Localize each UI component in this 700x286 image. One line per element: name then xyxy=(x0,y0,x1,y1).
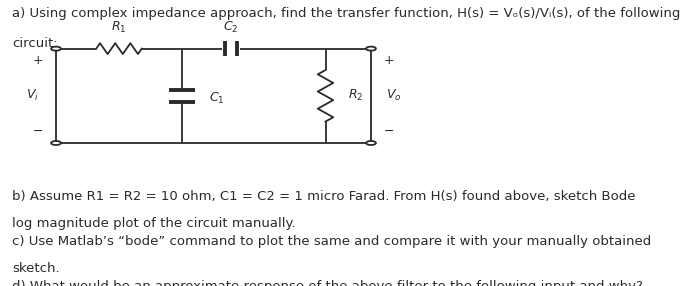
Text: $R_1$: $R_1$ xyxy=(111,20,127,35)
Text: $V_i$: $V_i$ xyxy=(26,88,38,103)
Text: a) Using complex impedance approach, find the transfer function, H(s) = Vₒ(s)/Vᵢ: a) Using complex impedance approach, fin… xyxy=(12,7,680,20)
Text: +: + xyxy=(384,53,394,67)
Text: c) Use Matlab’s “bode” command to plot the same and compare it with your manuall: c) Use Matlab’s “bode” command to plot t… xyxy=(12,235,651,248)
Text: −: − xyxy=(384,125,394,138)
Text: d) What would be an approximate response of the above filter to the following in: d) What would be an approximate response… xyxy=(12,280,643,286)
Circle shape xyxy=(51,141,61,145)
Text: $R_2$: $R_2$ xyxy=(348,88,363,103)
Text: $C_2$: $C_2$ xyxy=(223,20,239,35)
Text: circuit:: circuit: xyxy=(12,37,57,50)
Text: b) Assume R1 = R2 = 10 ohm, C1 = C2 = 1 micro Farad. From H(s) found above, sket: b) Assume R1 = R2 = 10 ohm, C1 = C2 = 1 … xyxy=(12,190,636,203)
Circle shape xyxy=(366,47,376,51)
Text: $C_1$: $C_1$ xyxy=(209,91,224,106)
Text: sketch.: sketch. xyxy=(12,262,60,275)
Text: −: − xyxy=(33,125,43,138)
Circle shape xyxy=(366,141,376,145)
Text: +: + xyxy=(33,53,43,67)
Text: log magnitude plot of the circuit manually.: log magnitude plot of the circuit manual… xyxy=(12,217,295,230)
Circle shape xyxy=(51,47,61,51)
Text: $V_o$: $V_o$ xyxy=(386,88,402,103)
